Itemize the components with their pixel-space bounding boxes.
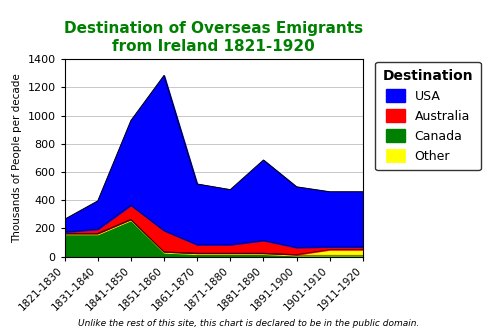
Y-axis label: Thousands of People per decade: Thousands of People per decade <box>12 73 22 243</box>
Title: Destination of Overseas Emigrants
from Ireland 1821-1920: Destination of Overseas Emigrants from I… <box>64 21 363 54</box>
Legend: USA, Australia, Canada, Other: USA, Australia, Canada, Other <box>375 62 481 170</box>
Text: Unlike the rest of this site, this chart is declared to be in the public domain.: Unlike the rest of this site, this chart… <box>78 319 419 328</box>
